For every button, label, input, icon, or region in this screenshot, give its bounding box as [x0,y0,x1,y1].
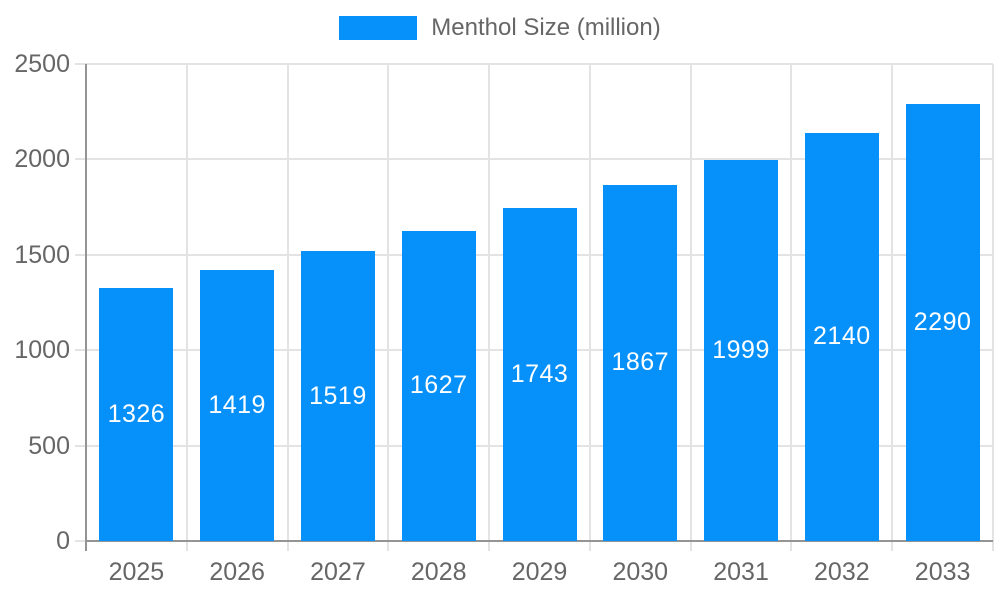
x-axis-line [86,540,993,542]
bar-value-label: 1519 [309,381,367,410]
tick-label-x-2028: 2028 [410,558,467,586]
tick-label-x-2026: 2026 [209,558,265,586]
bar-value-label: 1627 [409,371,468,400]
tick-label-y-1500: 1500 [14,240,70,269]
tick-y-2000 [75,158,86,161]
bar-value-label: 1326 [107,399,166,428]
tick-label-y-2500: 2500 [14,50,70,78]
tick-y-0 [75,540,86,542]
tick-label-y-500: 500 [28,431,70,460]
tick-y-2500 [75,63,86,65]
bar-2033[interactable]: 2290 [905,104,980,541]
tick-y-1500 [75,253,86,256]
bar-2026[interactable]: 1419 [200,270,275,541]
tick-label-y-2000: 2000 [14,145,70,174]
tick-x-9 [992,541,994,551]
gridline-x-3 [387,64,390,541]
tick-x-3 [387,541,390,551]
bar-2032[interactable]: 2140 [804,132,879,541]
tick-label-x-2030: 2030 [612,558,669,586]
gridline-x-6 [689,64,692,541]
tick-label-x-2029: 2029 [511,558,568,586]
gridline-x-2 [286,64,289,541]
tick-label-x-2031: 2031 [713,558,769,586]
tick-label-x-2032: 2032 [814,558,870,586]
gridline-x-8 [891,64,894,541]
gridline-y-2500 [86,63,993,65]
tick-label-y-1000: 1000 [14,336,70,365]
bar-2027[interactable]: 1519 [300,251,375,541]
bar-value-label: 1867 [611,348,670,377]
y-axis-line [85,64,87,551]
tick-y-500 [75,444,86,447]
tick-label-x-2025: 2025 [108,558,165,586]
legend-swatch-icon [339,16,418,40]
tick-x-5 [588,541,591,551]
gridline-x-5 [588,64,591,541]
bar-2031[interactable]: 1999 [704,159,779,541]
tick-label-x-2027: 2027 [310,558,366,586]
tick-x-8 [891,541,894,551]
bar-2025[interactable]: 1326 [99,287,174,541]
gridline-x-1 [185,64,188,541]
tick-x-1 [185,541,188,551]
bar-2029[interactable]: 1743 [502,208,577,541]
tick-x-7 [790,541,793,551]
bar-2028[interactable]: 1627 [401,230,476,541]
bar-value-label: 2140 [813,322,871,351]
legend-item-menthol[interactable]: Menthol Size (million) [339,14,661,42]
tick-label-y-0: 0 [56,527,70,555]
legend: Menthol Size (million) [0,14,1000,42]
gridline-y-2000 [86,158,993,161]
gridline-x-7 [790,64,793,541]
bar-value-label: 1419 [208,391,266,420]
tick-x-2 [286,541,289,551]
bar-value-label: 2290 [913,308,972,337]
bar-value-label: 1999 [712,335,770,364]
gridline-x-9 [992,64,994,541]
legend-label: Menthol Size (million) [431,14,661,41]
tick-x-6 [689,541,692,551]
gridline-x-4 [488,64,491,541]
bar-value-label: 1743 [510,360,569,389]
tick-y-1000 [75,349,86,352]
bar-2030[interactable]: 1867 [603,184,678,541]
tick-x-4 [488,541,491,551]
tick-label-x-2033: 2033 [914,558,971,586]
